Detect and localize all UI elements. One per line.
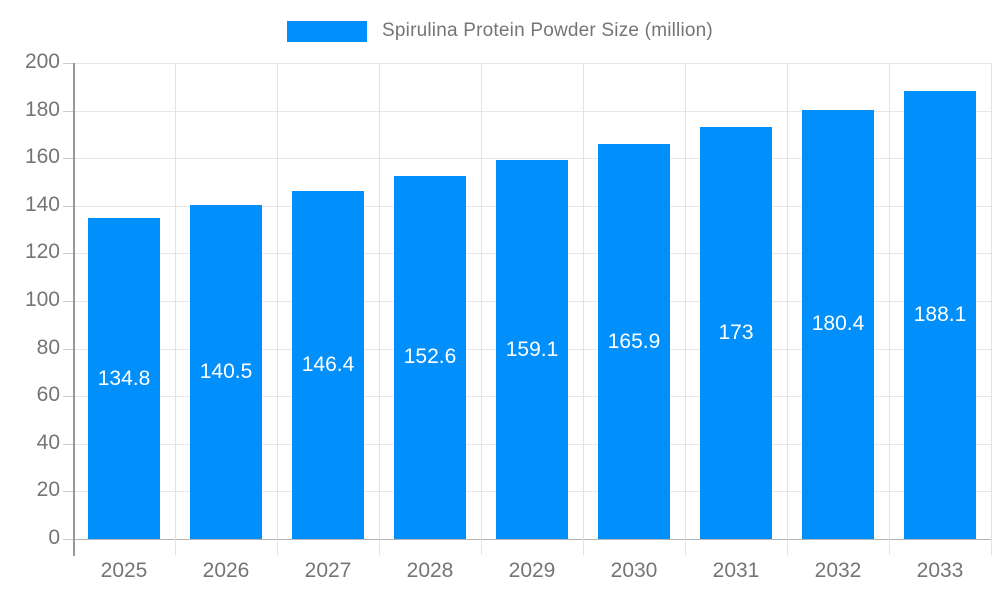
bar-value-label: 188.1 [913, 303, 967, 327]
y-axis-tick [63, 63, 73, 64]
y-tick-label: 160 [24, 145, 60, 169]
bar[interactable]: 152.6 [394, 175, 466, 539]
legend[interactable]: Spirulina Protein Powder Size (million) [0, 20, 1000, 42]
bar-value-label: 165.9 [607, 329, 661, 353]
bar[interactable]: 180.4 [802, 109, 874, 539]
bar-value-label: 159.1 [505, 337, 559, 361]
y-axis-tick [63, 396, 73, 398]
x-grid-line [889, 63, 890, 555]
bar-value-label: 140.5 [199, 359, 253, 383]
y-axis-tick [63, 443, 73, 445]
bar[interactable]: 173 [700, 127, 772, 539]
y-grid-line [73, 158, 991, 160]
bar-value-label: 180.4 [811, 312, 865, 336]
y-grid-line [73, 110, 991, 112]
bar[interactable]: 140.5 [190, 204, 262, 539]
legend-label: Spirulina Protein Powder Size (million) [382, 20, 713, 41]
bar-value-label: 146.4 [301, 352, 355, 376]
legend-swatch [287, 20, 368, 42]
x-tick-label: 2028 [406, 559, 454, 582]
y-axis-tick [63, 158, 73, 160]
bar-value-label: 152.6 [403, 345, 457, 369]
y-tick-label: 100 [24, 288, 60, 311]
y-axis-tick [63, 348, 73, 350]
bar-value-label: 134.8 [97, 366, 151, 390]
y-tick-label: 180 [24, 97, 60, 121]
y-axis-tick [63, 539, 73, 540]
y-tick-label: 20 [36, 478, 60, 502]
bar[interactable]: 165.9 [598, 144, 670, 539]
x-tick-label: 2025 [100, 559, 148, 582]
bar[interactable]: 159.1 [496, 160, 568, 539]
x-grid-line [277, 63, 278, 555]
x-tick-label: 2027 [304, 559, 352, 582]
y-tick-label: 40 [36, 430, 60, 454]
y-tick-label: 0 [48, 526, 60, 549]
y-axis-tick [63, 110, 73, 112]
x-grid-line [787, 63, 788, 555]
x-tick-label: 2032 [814, 559, 862, 582]
x-grid-line [379, 63, 380, 555]
y-axis-tick [63, 253, 73, 255]
x-tick-label: 2030 [610, 559, 658, 582]
x-grid-line [991, 63, 992, 555]
x-tick-label: 2033 [916, 559, 964, 582]
y-axis-line [73, 63, 75, 556]
bar-value-label: 173 [718, 321, 754, 345]
y-axis-tick [63, 491, 73, 493]
x-tick-label: 2026 [202, 559, 250, 582]
y-axis-tick [63, 301, 73, 302]
y-tick-label: 140 [24, 192, 60, 216]
y-tick-label: 60 [36, 383, 60, 407]
y-grid-line [73, 63, 991, 64]
x-grid-line [481, 63, 482, 555]
y-tick-label: 120 [24, 240, 60, 264]
x-tick-label: 2029 [508, 559, 556, 582]
bar[interactable]: 188.1 [904, 91, 976, 539]
plot-area: 134.8 140.5 146.4 152.6 159.1 165.9 173 180.4 18… [73, 63, 992, 555]
y-axis-tick [63, 205, 73, 207]
y-tick-label: 200 [24, 50, 60, 73]
bar[interactable]: 146.4 [292, 190, 364, 539]
x-grid-line [175, 63, 176, 555]
x-grid-line [685, 63, 686, 555]
y-tick-label: 80 [36, 335, 60, 359]
x-grid-line [583, 63, 584, 555]
bar[interactable]: 134.8 [88, 218, 160, 539]
x-tick-label: 2031 [712, 559, 760, 582]
y-grid-line [73, 539, 991, 540]
